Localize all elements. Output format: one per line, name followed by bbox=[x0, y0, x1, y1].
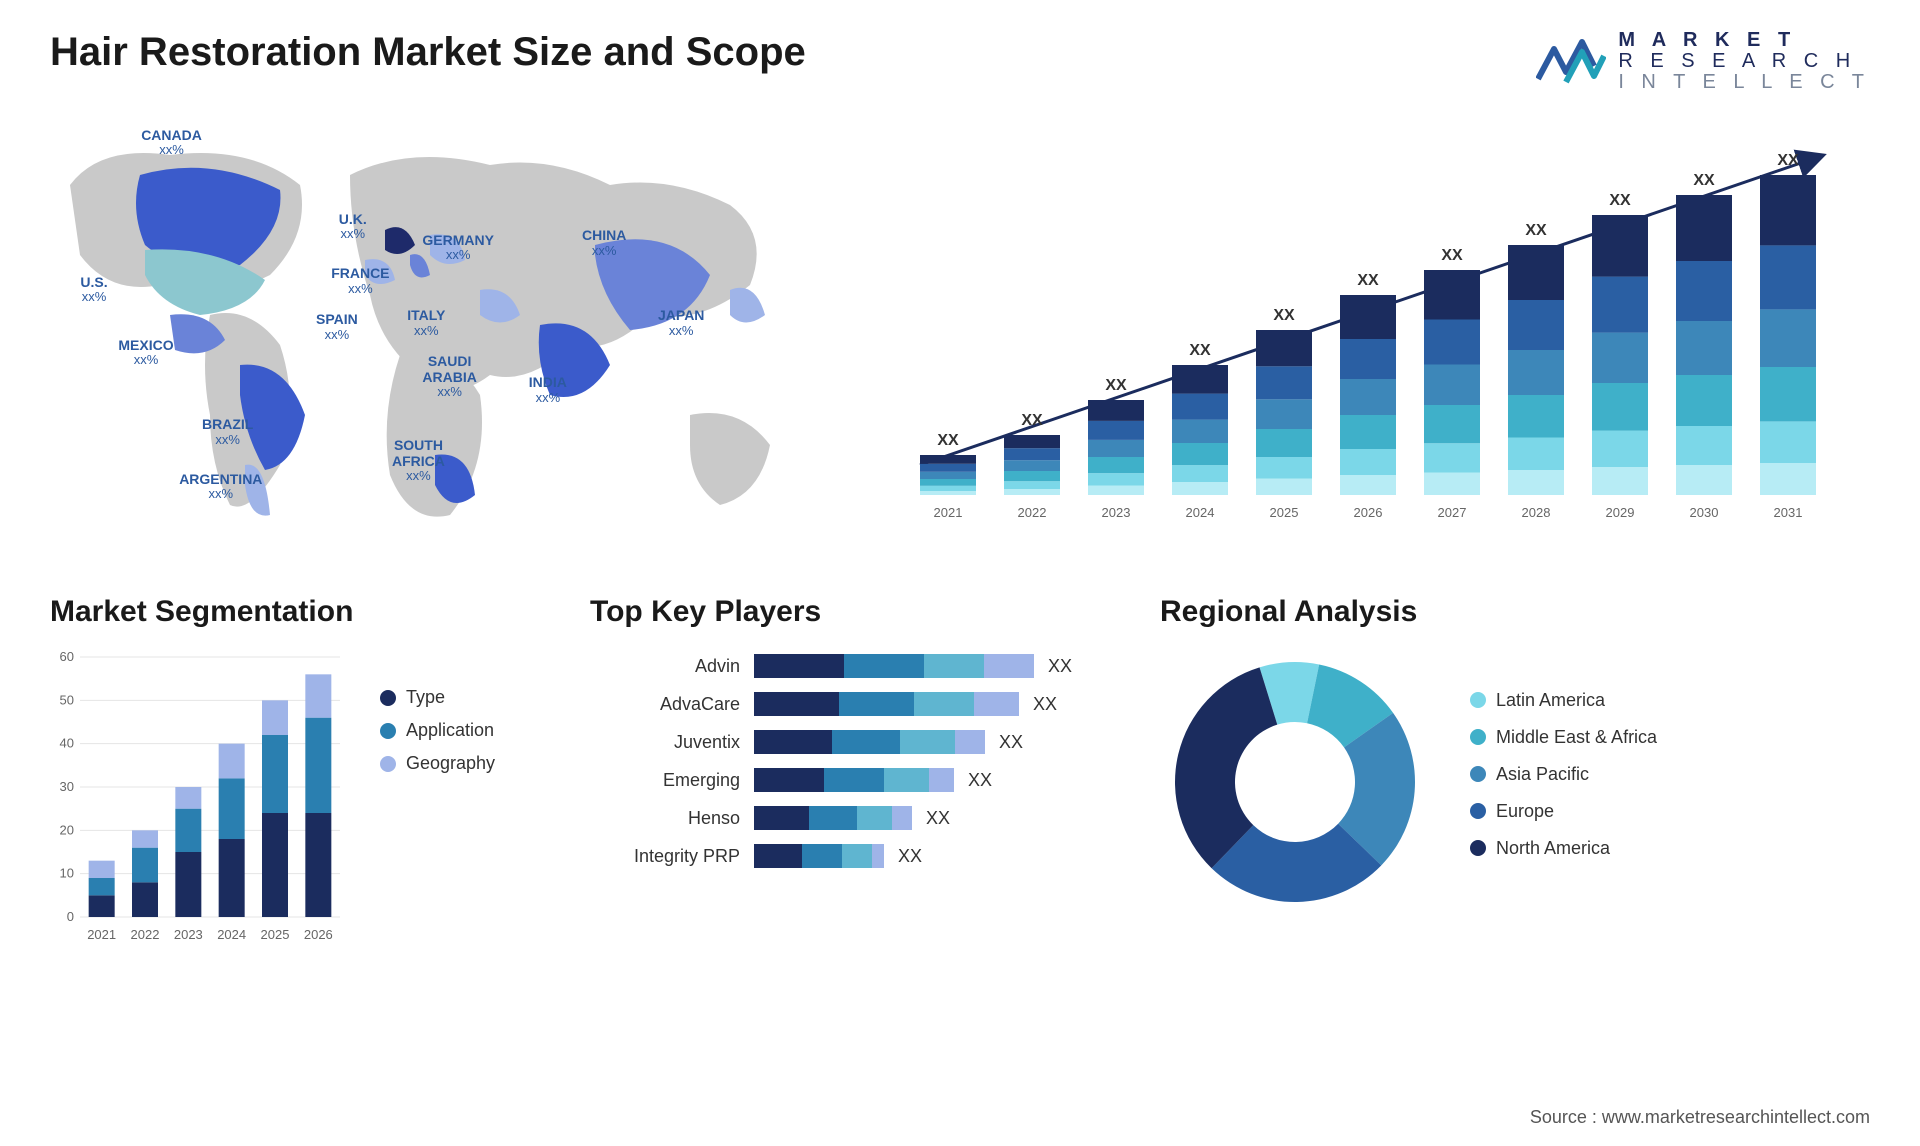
map-label: SOUTHAFRICAxx% bbox=[392, 438, 445, 483]
legend-item: Europe bbox=[1470, 801, 1657, 822]
svg-text:XX: XX bbox=[1441, 247, 1463, 264]
logo-text-1: M A R K E T bbox=[1618, 30, 1870, 51]
svg-text:2030: 2030 bbox=[1690, 505, 1719, 520]
map-label: FRANCExx% bbox=[331, 266, 389, 296]
page-title: Hair Restoration Market Size and Scope bbox=[50, 30, 806, 75]
legend-item: Application bbox=[380, 720, 540, 741]
player-value: XX bbox=[1033, 694, 1057, 715]
map-label: SAUDIARABIAxx% bbox=[422, 354, 476, 399]
logo-mark-icon bbox=[1536, 34, 1606, 89]
legend-item: Latin America bbox=[1470, 690, 1657, 711]
player-value: XX bbox=[968, 770, 992, 791]
map-label: U.S.xx% bbox=[80, 275, 107, 305]
svg-text:30: 30 bbox=[60, 779, 74, 794]
svg-text:2022: 2022 bbox=[1018, 505, 1047, 520]
svg-text:XX: XX bbox=[1021, 412, 1043, 429]
svg-text:2031: 2031 bbox=[1774, 505, 1803, 520]
svg-text:2021: 2021 bbox=[87, 927, 116, 942]
player-name: Advin bbox=[590, 647, 740, 685]
svg-text:XX: XX bbox=[1189, 342, 1211, 359]
svg-text:2023: 2023 bbox=[174, 927, 203, 942]
source-attribution: Source : www.marketresearchintellect.com bbox=[1530, 1107, 1870, 1128]
player-name: Integrity PRP bbox=[590, 837, 740, 875]
svg-text:60: 60 bbox=[60, 649, 74, 664]
svg-text:2029: 2029 bbox=[1606, 505, 1635, 520]
svg-text:XX: XX bbox=[937, 432, 959, 449]
brand-logo: M A R K E T R E S E A R C H I N T E L L … bbox=[1536, 30, 1870, 93]
player-row: XX bbox=[754, 723, 1110, 761]
svg-text:2026: 2026 bbox=[1354, 505, 1383, 520]
segmentation-legend: Type Application Geography bbox=[380, 647, 540, 952]
player-name: AdvaCare bbox=[590, 685, 740, 723]
player-row: XX bbox=[754, 647, 1110, 685]
svg-text:20: 20 bbox=[60, 822, 74, 837]
svg-text:XX: XX bbox=[1693, 172, 1715, 189]
legend-item: Type bbox=[380, 687, 540, 708]
map-label: INDIAxx% bbox=[529, 375, 567, 405]
segmentation-title: Market Segmentation bbox=[50, 595, 540, 629]
svg-text:2024: 2024 bbox=[217, 927, 246, 942]
player-row: XX bbox=[754, 685, 1110, 723]
segmentation-panel: Market Segmentation 0 10 20 30 40 50 60 2021 202… bbox=[50, 595, 540, 952]
svg-text:XX: XX bbox=[1525, 222, 1547, 239]
regional-title: Regional Analysis bbox=[1160, 595, 1870, 629]
svg-text:2026: 2026 bbox=[304, 927, 333, 942]
player-row: XX bbox=[754, 761, 1110, 799]
players-title: Top Key Players bbox=[590, 595, 1110, 629]
svg-text:XX: XX bbox=[1777, 152, 1799, 169]
svg-text:2024: 2024 bbox=[1186, 505, 1215, 520]
players-panel: Top Key Players AdvinAdvaCareJuventixEme… bbox=[590, 595, 1110, 952]
logo-text-2: R E S E A R C H bbox=[1618, 51, 1870, 72]
map-label: U.K.xx% bbox=[339, 212, 367, 242]
map-label: BRAZILxx% bbox=[202, 417, 253, 447]
svg-text:10: 10 bbox=[60, 866, 74, 881]
svg-text:2028: 2028 bbox=[1522, 505, 1551, 520]
world-map: CANADAxx% U.S.xx% MEXICOxx% BRAZILxx% ARGENT… bbox=[50, 115, 810, 535]
map-label: SPAINxx% bbox=[316, 312, 358, 342]
svg-text:XX: XX bbox=[1105, 377, 1127, 394]
svg-text:2025: 2025 bbox=[1270, 505, 1299, 520]
player-name: Emerging bbox=[590, 761, 740, 799]
svg-text:XX: XX bbox=[1609, 192, 1631, 209]
svg-text:2025: 2025 bbox=[261, 927, 290, 942]
svg-text:0: 0 bbox=[67, 909, 74, 924]
legend-item: Asia Pacific bbox=[1470, 764, 1657, 785]
player-value: XX bbox=[999, 732, 1023, 753]
svg-text:2023: 2023 bbox=[1102, 505, 1131, 520]
player-value: XX bbox=[926, 808, 950, 829]
svg-text:2021: 2021 bbox=[934, 505, 963, 520]
legend-item: Geography bbox=[380, 753, 540, 774]
map-label: JAPANxx% bbox=[658, 308, 704, 338]
logo-text-3: I N T E L L E C T bbox=[1618, 72, 1870, 93]
svg-text:2022: 2022 bbox=[131, 927, 160, 942]
map-label: GERMANYxx% bbox=[422, 233, 494, 263]
players-bars: XXXXXXXXXXXX bbox=[754, 647, 1110, 875]
player-row: XX bbox=[754, 799, 1110, 837]
map-label: MEXICOxx% bbox=[118, 338, 173, 368]
regional-donut bbox=[1160, 647, 1430, 917]
legend-item: Middle East & Africa bbox=[1470, 727, 1657, 748]
segmentation-chart: 0 10 20 30 40 50 60 2021 2022 2023 2024 2025 2026 bbox=[50, 647, 350, 952]
map-label: CANADAxx% bbox=[141, 128, 202, 158]
map-label: CHINAxx% bbox=[582, 228, 626, 258]
regional-legend: Latin America Middle East & Africa Asia Pa… bbox=[1470, 690, 1657, 875]
map-label: ARGENTINAxx% bbox=[179, 472, 262, 502]
svg-text:50: 50 bbox=[60, 692, 74, 707]
regional-panel: Regional Analysis Latin America Middle Ea… bbox=[1160, 595, 1870, 952]
growth-bar-chart: XX 2021 XX 2022 XX 2023 XX 2024 XX 2025 XX 2026 XX 20… bbox=[870, 115, 1870, 535]
players-names: AdvinAdvaCareJuventixEmergingHensoIntegr… bbox=[590, 647, 740, 875]
player-name: Juventix bbox=[590, 723, 740, 761]
svg-text:40: 40 bbox=[60, 736, 74, 751]
player-row: XX bbox=[754, 837, 1110, 875]
player-name: Henso bbox=[590, 799, 740, 837]
svg-text:XX: XX bbox=[1357, 272, 1379, 289]
map-label: ITALYxx% bbox=[407, 308, 445, 338]
svg-text:2027: 2027 bbox=[1438, 505, 1467, 520]
svg-text:XX: XX bbox=[1273, 307, 1295, 324]
player-value: XX bbox=[898, 846, 922, 867]
legend-item: North America bbox=[1470, 838, 1657, 859]
player-value: XX bbox=[1048, 656, 1072, 677]
